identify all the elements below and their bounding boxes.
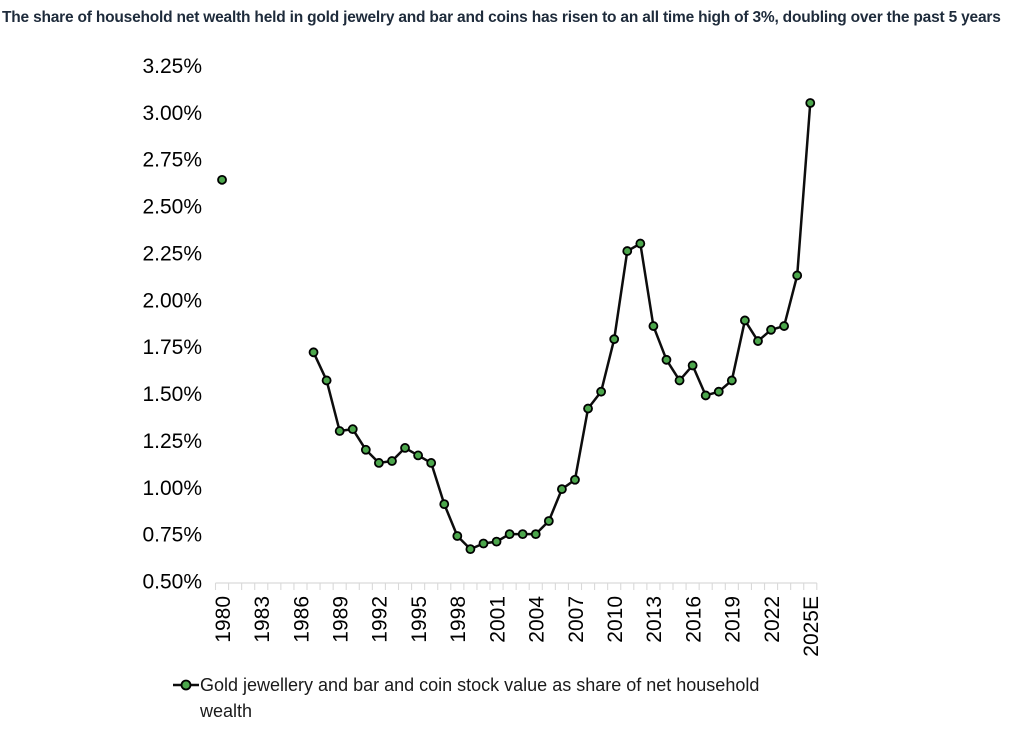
y-axis-tick-label: 3.00% — [142, 102, 202, 125]
x-axis-tick-label: 2019 — [722, 596, 745, 643]
data-point-marker — [740, 315, 750, 326]
data-point-marker — [517, 529, 528, 540]
x-axis-tick-label: 2022 — [761, 596, 784, 643]
y-axis-tick-label: 2.75% — [142, 149, 202, 172]
data-point-marker — [687, 360, 698, 371]
data-point-marker — [700, 390, 711, 401]
y-axis-tick-label: 0.50% — [142, 571, 202, 594]
data-point-marker — [779, 321, 790, 331]
data-point-marker — [557, 484, 567, 495]
chart-title: The share of household net wealth held i… — [2, 9, 1001, 26]
data-point-marker — [452, 531, 463, 541]
data-point-marker — [661, 354, 672, 365]
y-axis-tick-label: 0.75% — [142, 524, 202, 547]
data-point-marker — [713, 386, 724, 397]
data-point-marker — [400, 443, 410, 453]
legend-line-marker-icon — [173, 679, 199, 691]
data-point-marker — [753, 336, 763, 346]
data-point-marker — [478, 538, 489, 549]
data-point-marker — [439, 499, 450, 510]
data-point-marker — [504, 529, 515, 540]
x-axis-tick-label: 2004 — [526, 596, 549, 643]
x-axis-tick-label: 1989 — [329, 596, 352, 643]
data-point-marker — [609, 334, 620, 345]
data-point-marker — [622, 246, 633, 256]
y-axis-tick-label: 2.50% — [142, 196, 202, 219]
data-point-marker — [347, 424, 358, 435]
data-point-marker — [766, 324, 776, 335]
x-axis-tick-label: 2001 — [486, 596, 509, 643]
data-point-marker — [426, 458, 437, 468]
data-point-marker — [570, 474, 580, 485]
y-axis-tick-label: 1.75% — [142, 336, 202, 359]
x-axis-tick-label: 1992 — [369, 596, 392, 643]
y-axis-tick-label: 3.25% — [142, 55, 202, 78]
x-axis-tick-label: 2013 — [643, 596, 666, 643]
x-axis-tick-label: 2025E — [800, 596, 823, 657]
data-point-marker — [217, 174, 227, 185]
data-point-marker — [491, 536, 502, 547]
y-axis-tick-label: 1.50% — [142, 383, 202, 406]
data-point-marker — [583, 403, 593, 414]
y-axis-tick-label: 2.00% — [142, 289, 202, 312]
x-axis-tick-label: 1986 — [290, 596, 313, 643]
data-point-marker — [413, 450, 424, 461]
y-axis-tick-label: 1.00% — [142, 477, 202, 500]
data-point-marker — [465, 544, 476, 555]
data-point-marker — [648, 321, 659, 331]
data-point-marker — [596, 386, 607, 397]
y-axis-tick-label: 1.25% — [142, 430, 202, 453]
data-point-marker — [387, 456, 397, 466]
x-axis-tick-label: 1983 — [251, 596, 274, 643]
x-axis-tick-label: 2016 — [682, 596, 705, 643]
x-axis-tick-label: 2010 — [604, 596, 627, 643]
x-axis-tick-label: 1980 — [212, 596, 235, 643]
series-line — [312, 101, 812, 551]
legend-label: Gold jewellery and bar and coin stock va… — [200, 675, 760, 721]
x-axis-tick-label: 1995 — [408, 596, 431, 643]
data-point-marker — [373, 458, 384, 468]
data-point-marker — [805, 98, 816, 108]
data-point-marker — [635, 238, 646, 249]
data-point-marker — [543, 516, 554, 526]
data-point-marker — [530, 529, 541, 540]
x-axis-tick-label: 2007 — [565, 596, 588, 643]
x-axis-tick-label: 1998 — [447, 596, 470, 643]
data-point-marker — [334, 426, 345, 436]
data-point-marker — [792, 270, 803, 281]
data-point-marker — [308, 347, 319, 358]
data-point-marker — [360, 444, 371, 455]
data-point-marker — [674, 375, 685, 386]
data-point-marker — [321, 375, 332, 386]
y-axis-tick-label: 2.25% — [142, 242, 202, 265]
legend: Gold jewellery and bar and coin stock va… — [172, 672, 840, 724]
data-point-marker — [726, 375, 737, 386]
